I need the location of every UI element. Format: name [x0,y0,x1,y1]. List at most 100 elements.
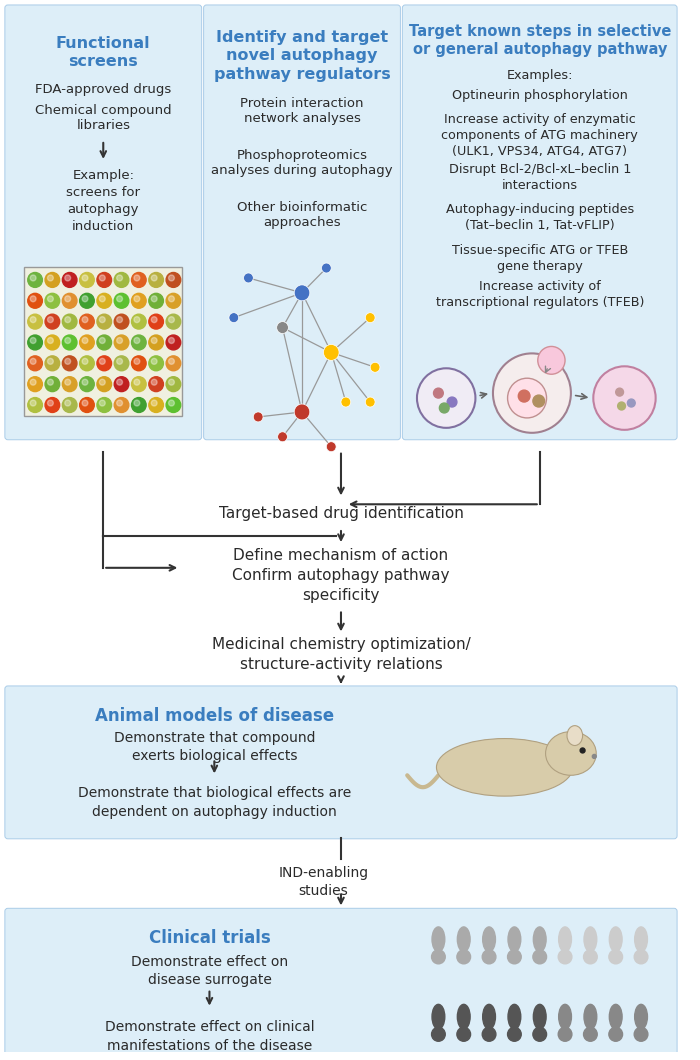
Circle shape [30,379,36,385]
Circle shape [132,398,146,412]
Ellipse shape [584,1005,597,1029]
Circle shape [28,294,43,308]
Circle shape [166,272,181,287]
Text: Medicinal chemistry optimization/
structure-activity relations: Medicinal chemistry optimization/ struct… [211,637,470,672]
Circle shape [62,272,77,287]
Circle shape [28,398,43,412]
Circle shape [132,335,146,350]
Circle shape [151,337,157,343]
Circle shape [558,1027,572,1041]
Circle shape [616,388,624,396]
Circle shape [508,378,547,418]
Circle shape [253,412,263,422]
Circle shape [166,294,181,308]
Circle shape [169,337,174,343]
Circle shape [97,335,111,350]
Ellipse shape [483,1005,496,1029]
Text: Optineurin phosphorylation: Optineurin phosphorylation [452,89,628,103]
Circle shape [594,367,656,430]
Ellipse shape [432,1005,444,1029]
Text: Examples:: Examples: [507,70,573,83]
Circle shape [114,294,129,308]
Circle shape [134,337,140,343]
Circle shape [634,950,648,964]
Circle shape [584,950,597,964]
Circle shape [169,296,174,302]
Circle shape [30,400,36,406]
Circle shape [99,275,105,281]
Circle shape [134,275,140,281]
Circle shape [508,1027,522,1041]
Circle shape [432,1027,445,1041]
Circle shape [62,398,77,412]
Ellipse shape [609,1005,622,1029]
Circle shape [417,368,475,428]
FancyBboxPatch shape [5,908,677,1060]
Ellipse shape [457,1005,470,1029]
Circle shape [82,400,88,406]
Ellipse shape [559,926,571,952]
Circle shape [97,376,111,391]
Circle shape [48,275,53,281]
Circle shape [82,275,88,281]
Circle shape [48,379,53,385]
Circle shape [609,950,622,964]
Circle shape [28,356,43,371]
Circle shape [132,294,146,308]
Circle shape [48,317,53,322]
Circle shape [149,398,163,412]
Circle shape [169,400,174,406]
Circle shape [80,272,94,287]
Circle shape [80,356,94,371]
Circle shape [62,314,77,329]
FancyBboxPatch shape [402,5,677,440]
Circle shape [294,285,310,301]
Circle shape [45,356,60,371]
FancyBboxPatch shape [5,5,202,440]
Circle shape [82,337,88,343]
Circle shape [82,379,88,385]
Circle shape [132,272,146,287]
Circle shape [48,358,53,365]
Circle shape [28,335,43,350]
Circle shape [341,398,351,407]
Circle shape [97,356,111,371]
Circle shape [62,376,77,391]
Text: Increase activity of enzymatic
components of ATG machinery
(ULK1, VPS34, ATG4, A: Increase activity of enzymatic component… [441,113,638,158]
Text: FDA-approved drugs: FDA-approved drugs [35,84,172,96]
Circle shape [533,1027,547,1041]
Circle shape [117,275,122,281]
Circle shape [166,398,181,412]
Circle shape [244,273,253,283]
Circle shape [97,314,111,329]
Text: Demonstrate effect on clinical
manifestations of the disease: Demonstrate effect on clinical manifesta… [104,1021,314,1053]
Circle shape [114,272,129,287]
Circle shape [132,314,146,329]
Circle shape [82,358,88,365]
Circle shape [321,263,331,273]
Ellipse shape [545,731,596,775]
Circle shape [30,358,36,365]
Circle shape [80,335,94,350]
FancyBboxPatch shape [25,267,182,416]
Text: Tissue-specific ATG or TFEB
gene therapy: Tissue-specific ATG or TFEB gene therapy [452,244,628,273]
Ellipse shape [533,926,546,952]
Text: Demonstrate that biological effects are
dependent on autophagy induction: Demonstrate that biological effects are … [78,787,351,818]
Text: Clinical trials: Clinical trials [148,930,270,948]
Circle shape [508,950,522,964]
Ellipse shape [432,926,444,952]
Circle shape [447,398,457,407]
Circle shape [151,275,157,281]
Circle shape [151,317,157,322]
Circle shape [80,398,94,412]
Ellipse shape [635,926,648,952]
Text: Target-based drug identification: Target-based drug identification [218,507,463,522]
Text: Demonstrate that compound
exerts biological effects: Demonstrate that compound exerts biologi… [113,730,315,763]
Circle shape [166,376,181,391]
Circle shape [48,296,53,302]
Circle shape [114,356,129,371]
Circle shape [114,376,129,391]
Circle shape [457,1027,470,1041]
Text: Phosphoproteomics
analyses during autophagy: Phosphoproteomics analyses during autoph… [211,148,393,177]
Circle shape [65,358,71,365]
